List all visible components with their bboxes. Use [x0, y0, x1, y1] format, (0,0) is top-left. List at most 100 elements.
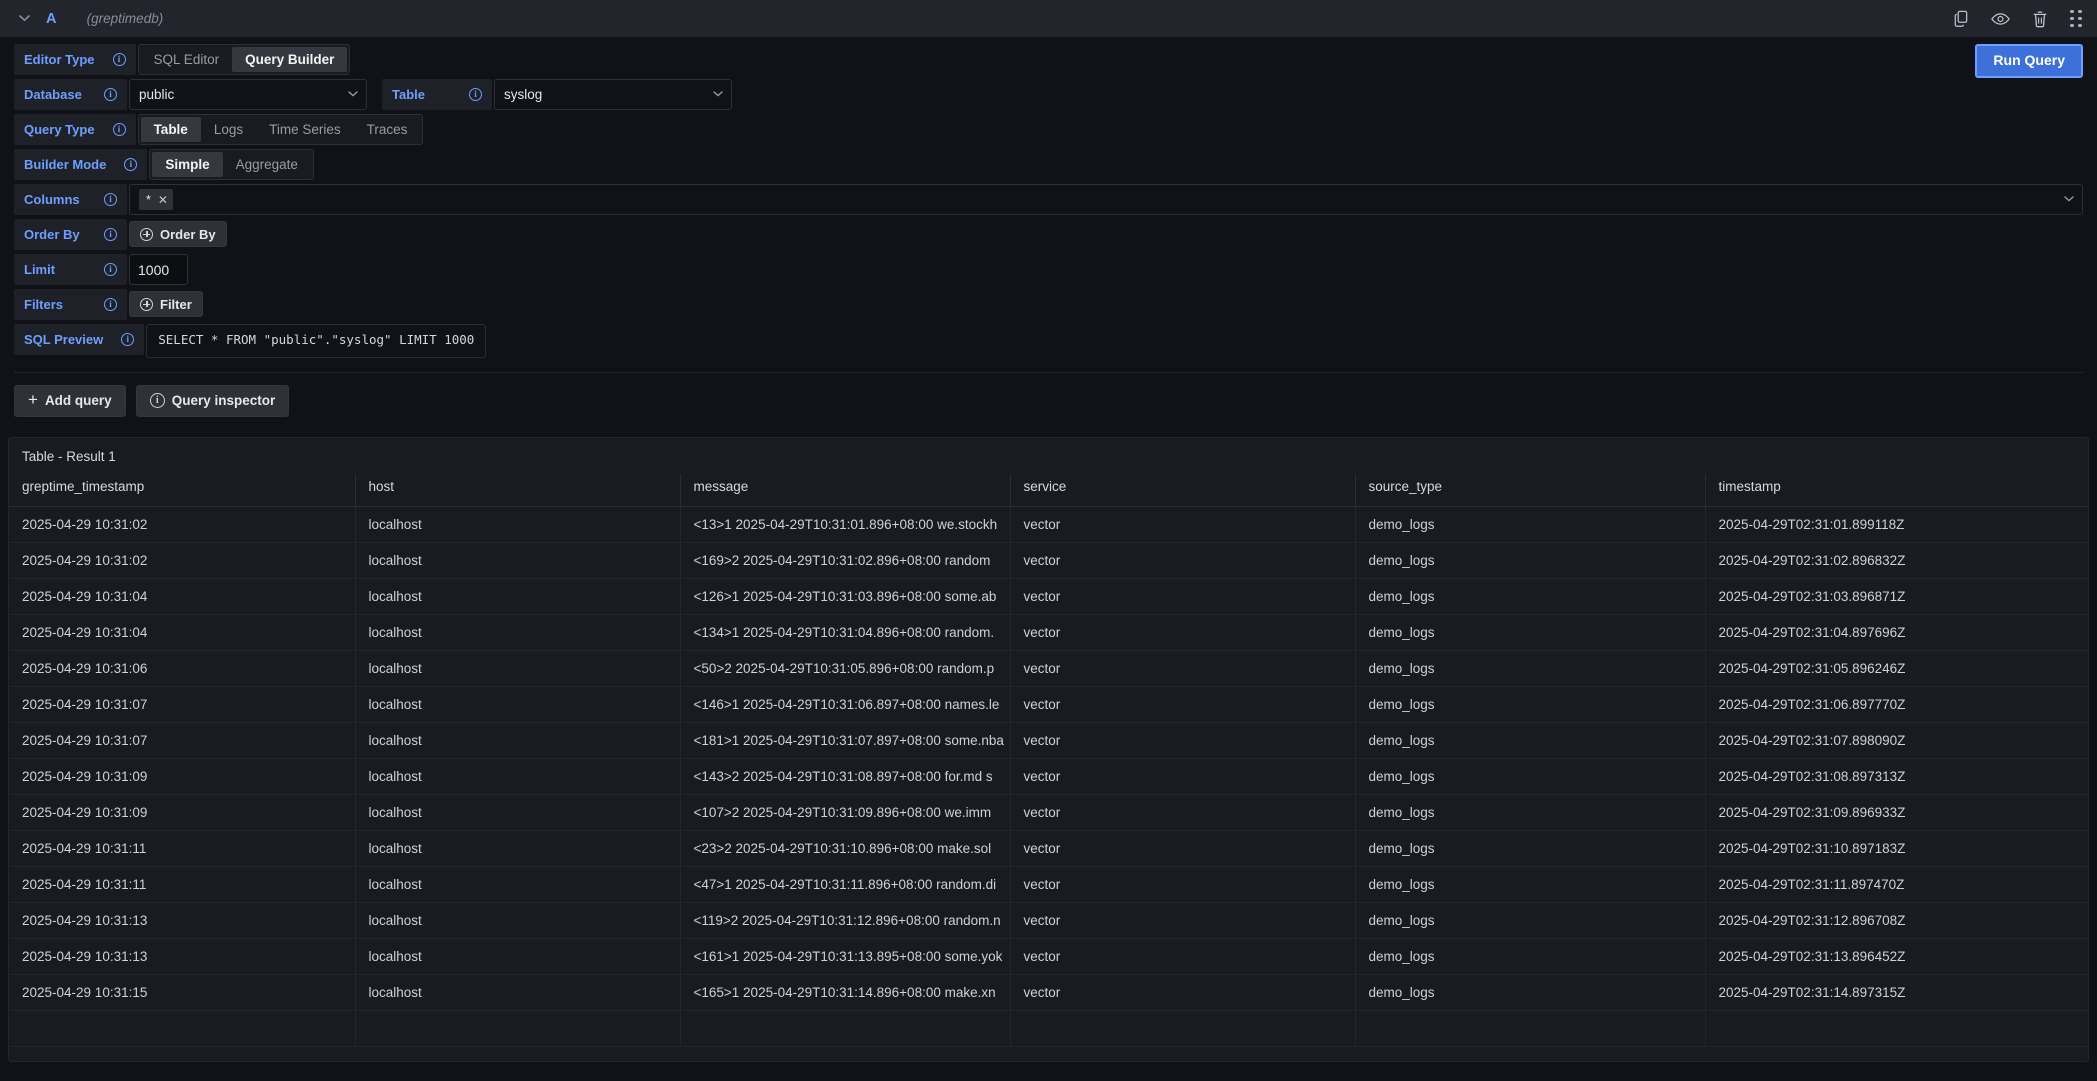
info-icon[interactable]: i [104, 228, 117, 241]
cell-message: <50>2 2025-04-29T10:31:05.896+08:00 rand… [680, 650, 1011, 687]
cell-service: vector [1010, 722, 1356, 759]
table-row[interactable]: 2025-04-29 10:31:04 localhost <134>1 2025-… [9, 614, 2088, 651]
table-row[interactable]: 2025-04-29 10:31:13 localhost <119>2 2025-… [9, 902, 2088, 939]
column-header-greptime-timestamp[interactable]: greptime_timestamp [9, 473, 356, 507]
table-row[interactable]: 2025-04-29 10:31:15 localhost <165>1 2025-… [9, 974, 2088, 1011]
run-query-wrap: Run Query [1975, 44, 2083, 78]
close-icon[interactable]: ✕ [157, 192, 168, 207]
chevron-down-icon [713, 89, 723, 100]
table-row[interactable]: 2025-04-29 10:31:07 localhost <146>1 2025-… [9, 686, 2088, 723]
cell-empty [680, 1010, 1011, 1047]
limit-input[interactable] [129, 254, 188, 285]
query-datasource-label: (greptimedb) [86, 11, 164, 26]
filters-label: Filters [24, 297, 64, 312]
table-row[interactable]: 2025-04-29 10:31:04 localhost <126>1 2025-… [9, 578, 2088, 615]
query-type-option-time-series[interactable]: Time Series [269, 122, 341, 137]
field-row-limit: Limit i [0, 254, 2097, 285]
editor-type-option-sql-editor[interactable]: SQL Editor [153, 52, 220, 67]
builder-mode-option-aggregate[interactable]: Aggregate [235, 157, 298, 172]
eye-icon[interactable] [1991, 9, 2010, 28]
info-icon[interactable]: i [104, 193, 117, 206]
cell-service: vector [1010, 866, 1356, 903]
info-icon[interactable]: i [112, 53, 126, 66]
info-icon[interactable]: i [104, 263, 117, 276]
cell-empty [9, 1010, 356, 1047]
cell-greptime-timestamp: 2025-04-29 10:31:04 [9, 578, 356, 615]
cell-service: vector [1010, 542, 1356, 579]
add-filter-button[interactable]: Filter [129, 291, 203, 317]
add-order-by-button[interactable]: Order By [129, 221, 227, 247]
cell-message: <119>2 2025-04-29T10:31:12.896+08:00 ran… [680, 902, 1011, 939]
editor-type-option-query-builder[interactable]: Query Builder [232, 47, 348, 72]
info-icon[interactable]: i [104, 88, 117, 101]
cell-greptime-timestamp: 2025-04-29 10:31:13 [9, 938, 356, 975]
columns-chip[interactable]: * ✕ [139, 189, 173, 210]
table-label-box: Table i [382, 79, 492, 110]
chevron-down-icon[interactable] [16, 11, 32, 27]
cell-message: <169>2 2025-04-29T10:31:02.896+08:00 ran… [680, 542, 1011, 579]
cell-timestamp: 2025-04-29T02:31:09.896933Z [1705, 794, 2088, 831]
info-icon[interactable]: i [124, 158, 138, 171]
query-type-option-traces[interactable]: Traces [366, 122, 408, 137]
copy-query-icon[interactable] [1952, 9, 1971, 28]
field-row-database-table: Database i public Table i syslog [0, 79, 2097, 110]
columns-multiselect[interactable]: * ✕ [129, 184, 2083, 215]
cell-greptime-timestamp: 2025-04-29 10:31:07 [9, 686, 356, 723]
query-ref-id[interactable]: A [46, 10, 57, 27]
table-row[interactable]: 2025-04-29 10:31:02 localhost <13>1 2025-0… [9, 506, 2088, 543]
cell-service: vector [1010, 578, 1356, 615]
builder-mode-option-simple[interactable]: Simple [152, 152, 223, 177]
add-query-button[interactable]: + Add query [14, 384, 126, 417]
info-icon[interactable]: i [104, 298, 117, 311]
field-row-editor-type: Editor Type i SQL Editor Query Builder [0, 44, 2097, 75]
query-inspector-label: Query inspector [171, 393, 276, 409]
columns-chip-list: * ✕ [139, 189, 2056, 210]
results-header-row: greptime_timestamp host message service … [9, 473, 2088, 507]
cell-host: localhost [355, 866, 681, 903]
column-header-message[interactable]: message [680, 473, 1011, 507]
info-icon: i [149, 393, 165, 409]
cell-message: <165>1 2025-04-29T10:31:14.896+08:00 mak… [680, 974, 1011, 1011]
field-row-filters: Filters i Filter [0, 289, 2097, 320]
table-row[interactable]: 2025-04-29 10:31:11 localhost <23>2 2025-0… [9, 830, 2088, 867]
info-icon[interactable]: i [121, 333, 135, 346]
cell-service: vector [1010, 974, 1356, 1011]
table-select[interactable]: syslog [494, 79, 732, 110]
query-type-option-table[interactable]: Table [140, 117, 201, 142]
column-header-source-type[interactable]: source_type [1355, 473, 1706, 507]
query-inspector-button[interactable]: i Query inspector [135, 384, 290, 417]
column-header-timestamp[interactable]: timestamp [1705, 473, 2088, 507]
builder-mode-label-box: Builder Mode i [14, 149, 148, 180]
cell-timestamp: 2025-04-29T02:31:05.896246Z [1705, 650, 2088, 687]
query-type-label: Query Type [24, 122, 95, 137]
run-query-button[interactable]: Run Query [1975, 44, 2083, 78]
cell-host: localhost [355, 614, 681, 651]
column-header-host[interactable]: host [355, 473, 681, 507]
info-icon[interactable]: i [469, 88, 482, 101]
column-header-service[interactable]: service [1010, 473, 1356, 507]
cell-greptime-timestamp: 2025-04-29 10:31:04 [9, 614, 356, 651]
cell-source-type: demo_logs [1355, 830, 1706, 867]
table-row[interactable]: 2025-04-29 10:31:09 localhost <143>2 2025-… [9, 758, 2088, 795]
table-row[interactable]: 2025-04-29 10:31:07 localhost <181>1 2025-… [9, 722, 2088, 759]
table-row[interactable]: 2025-04-29 10:31:06 localhost <50>2 2025-0… [9, 650, 2088, 687]
cell-message: <181>1 2025-04-29T10:31:07.897+08:00 som… [680, 722, 1011, 759]
limit-label: Limit [24, 262, 56, 277]
query-type-option-logs[interactable]: Logs [213, 122, 244, 137]
cell-timestamp: 2025-04-29T02:31:13.896452Z [1705, 938, 2088, 975]
cell-host: localhost [355, 758, 681, 795]
query-actions-bar: + Add query i Query inspector [14, 371, 2083, 429]
add-filter-label: Filter [160, 296, 192, 312]
cell-service: vector [1010, 794, 1356, 831]
database-select[interactable]: public [129, 79, 367, 110]
trash-icon[interactable] [2030, 9, 2049, 28]
table-row[interactable]: 2025-04-29 10:31:13 localhost <161>1 2025-… [9, 938, 2088, 975]
table-row[interactable]: 2025-04-29 10:31:02 localhost <169>2 2025-… [9, 542, 2088, 579]
cell-timestamp: 2025-04-29T02:31:02.896832Z [1705, 542, 2088, 579]
drag-handle-icon[interactable] [2069, 9, 2083, 28]
info-icon[interactable]: i [112, 123, 126, 136]
editor-type-segmented-control: SQL Editor Query Builder [137, 44, 351, 75]
results-table-head: greptime_timestamp host message service … [9, 473, 2088, 507]
table-row[interactable]: 2025-04-29 10:31:09 localhost <107>2 2025-… [9, 794, 2088, 831]
table-row[interactable]: 2025-04-29 10:31:11 localhost <47>1 2025-0… [9, 866, 2088, 903]
